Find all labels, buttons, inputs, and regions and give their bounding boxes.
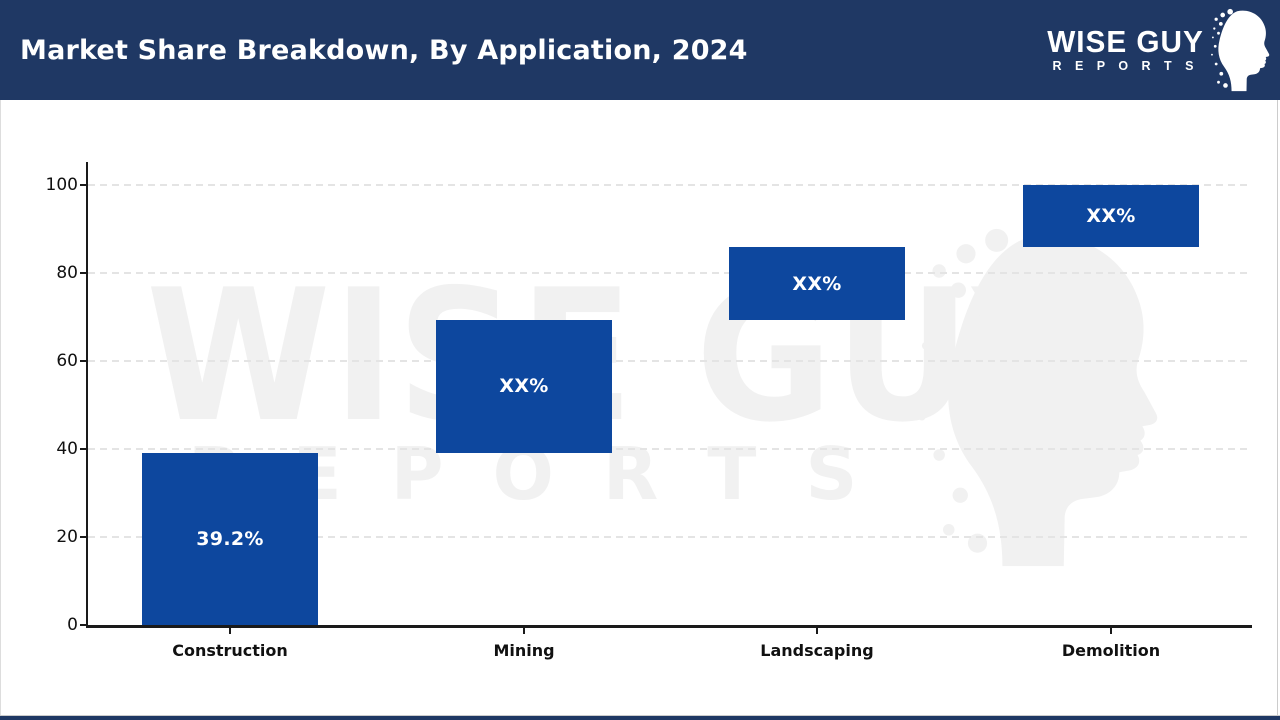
bar-value-label: XX% — [499, 375, 549, 398]
y-tick — [80, 272, 88, 274]
header: Market Share Breakdown, By Application, … — [0, 0, 1280, 100]
x-category-label: Mining — [493, 641, 555, 660]
gridline — [88, 360, 1252, 362]
y-tick-label: 80 — [56, 263, 78, 283]
bar-landscaping: XX% — [729, 247, 905, 321]
gridline — [88, 272, 1252, 274]
y-tick-label: 0 — [67, 615, 78, 635]
left-border — [0, 100, 1, 715]
y-tick-label: 100 — [45, 175, 78, 195]
y-tick — [80, 360, 88, 362]
bar-value-label: XX% — [792, 272, 842, 295]
x-axis-line — [86, 625, 1252, 628]
x-tick — [523, 628, 525, 634]
x-category-label: Construction — [172, 641, 288, 660]
x-tick — [816, 628, 818, 634]
gridline — [88, 184, 1252, 186]
bar-mining: XX% — [436, 320, 612, 453]
gridline — [88, 536, 1252, 538]
y-tick — [80, 536, 88, 538]
y-tick — [80, 448, 88, 450]
logo-subtitle: R E P O R T S — [1052, 58, 1199, 73]
bar-construction: 39.2% — [142, 452, 318, 625]
y-tick-label: 60 — [56, 351, 78, 371]
gridline — [88, 448, 1252, 450]
wiseguy-logo: WISE GUY R E P O R T S — [1044, 0, 1270, 100]
footer-bar — [0, 716, 1280, 720]
bottom-border — [0, 715, 1280, 716]
wiseguy-face-icon — [1211, 8, 1270, 92]
y-tick — [80, 184, 88, 186]
x-tick — [229, 628, 231, 634]
chart-title: Market Share Breakdown, By Application, … — [20, 34, 748, 66]
wiseguy-logo-text: WISE GUY R E P O R T S — [1044, 26, 1207, 73]
y-tick-label: 40 — [56, 439, 78, 459]
logo-wordmark: WISE GUY — [1047, 24, 1204, 60]
bar-value-label: 39.2% — [196, 527, 264, 550]
y-tick-label: 20 — [56, 527, 78, 547]
x-tick — [1110, 628, 1112, 634]
x-category-label: Landscaping — [760, 641, 874, 660]
y-tick — [80, 624, 88, 626]
x-category-label: Demolition — [1061, 641, 1161, 660]
right-border — [1277, 100, 1278, 715]
y-axis-line — [86, 162, 88, 628]
bar-demolition: XX% — [1023, 185, 1199, 248]
bar-value-label: XX% — [1086, 205, 1136, 228]
